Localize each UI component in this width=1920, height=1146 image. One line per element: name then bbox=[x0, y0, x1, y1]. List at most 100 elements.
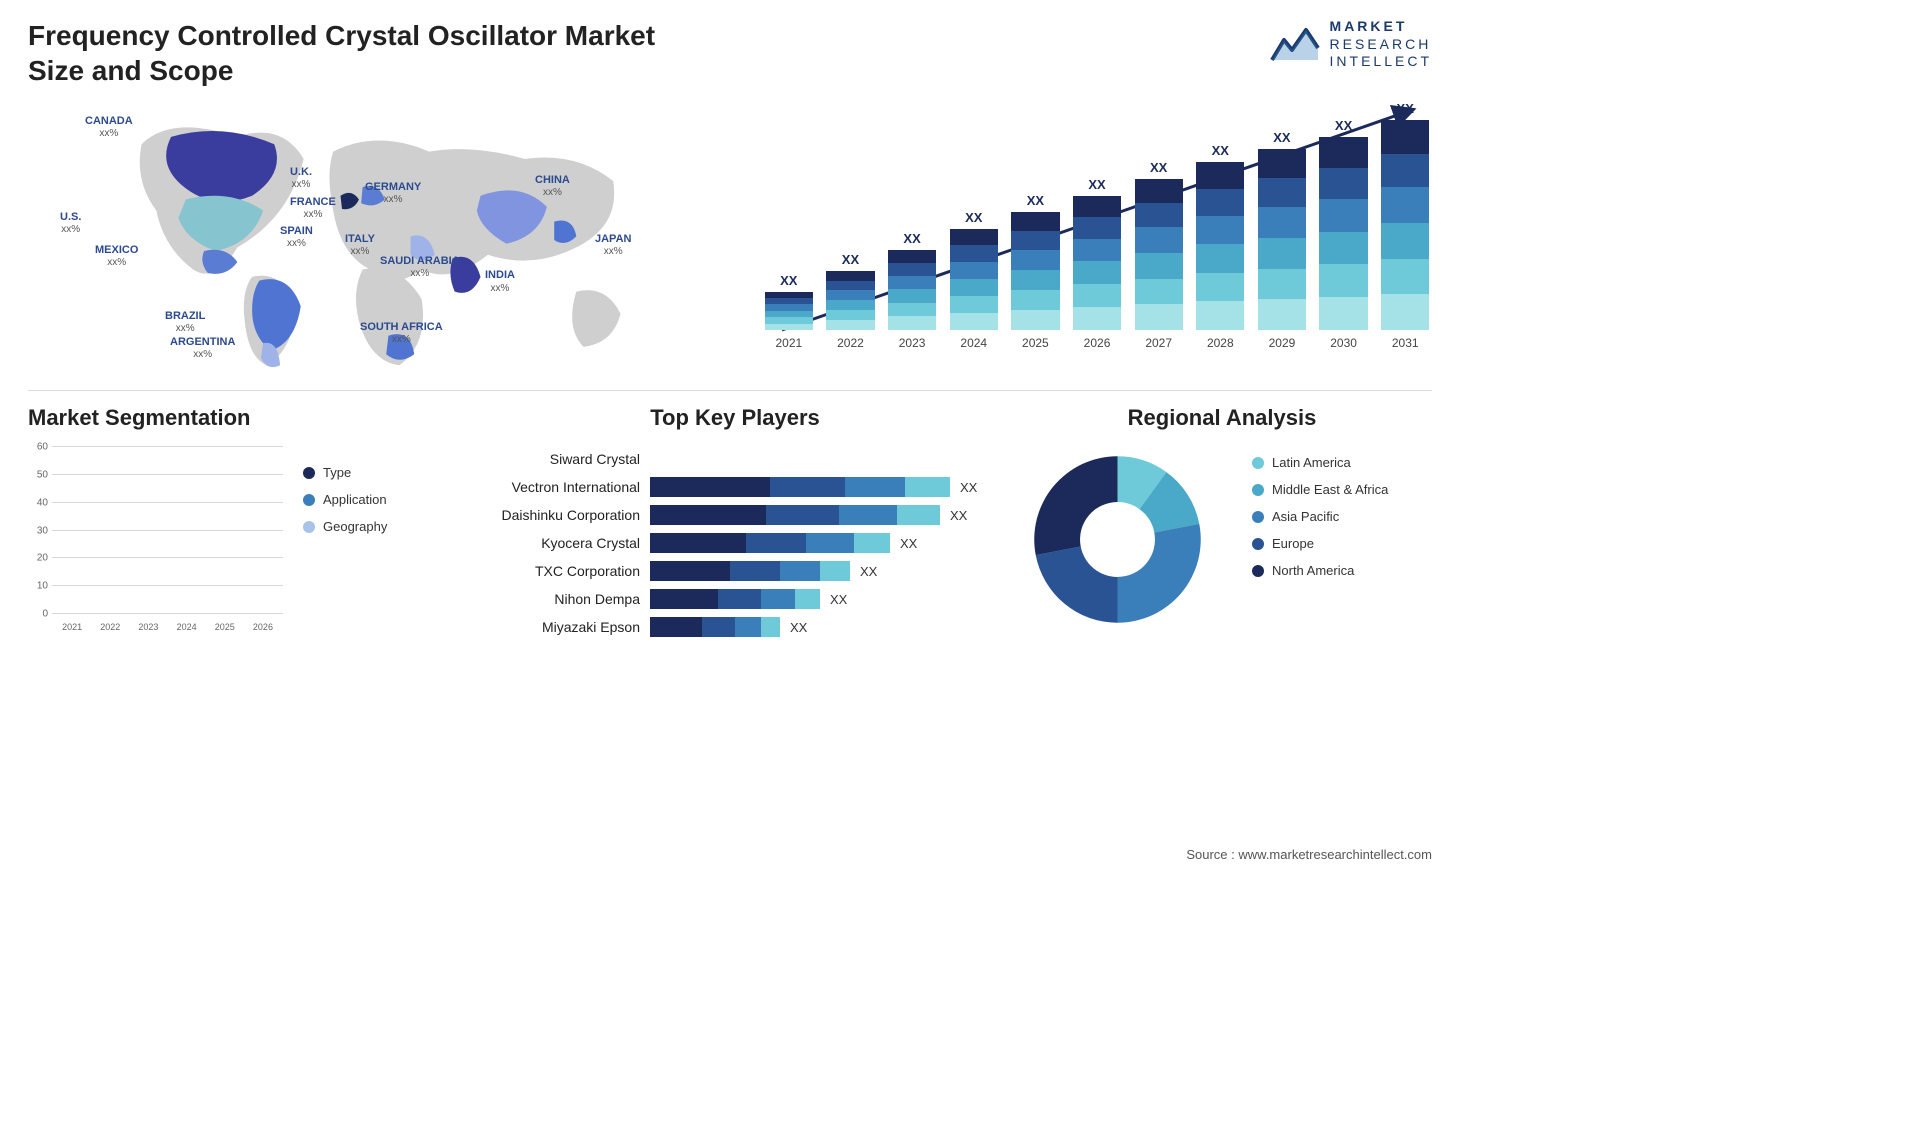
map-label: MEXICOxx% bbox=[95, 244, 138, 268]
key-players-section: Top Key Players Siward CrystalVectron In… bbox=[470, 405, 1000, 645]
main-bar-value: XX bbox=[1027, 193, 1044, 208]
legend-label: Latin America bbox=[1272, 455, 1351, 470]
segmentation-chart: 0102030405060 202120222023202420252026 bbox=[28, 447, 283, 632]
legend-dot-icon bbox=[1252, 484, 1264, 496]
main-bar-year: 2024 bbox=[960, 336, 987, 350]
donut-slice bbox=[1117, 524, 1200, 623]
main-bar-year: 2021 bbox=[775, 336, 802, 350]
logo-line2: RESEARCH bbox=[1330, 36, 1432, 52]
main-bar-col: XX2025 bbox=[1009, 193, 1063, 350]
legend-item: Europe bbox=[1252, 536, 1388, 551]
map-label: GERMANYxx% bbox=[365, 181, 421, 205]
legend-dot-icon bbox=[1252, 538, 1264, 550]
divider bbox=[28, 390, 1432, 391]
main-bar-col: XX2029 bbox=[1255, 130, 1309, 350]
main-bar-col: XX2027 bbox=[1132, 160, 1186, 350]
key-player-name: Vectron International bbox=[470, 479, 650, 495]
main-bar-chart: XX2021XX2022XX2023XX2024XX2025XX2026XX20… bbox=[762, 110, 1432, 370]
main-bar-year: 2028 bbox=[1207, 336, 1234, 350]
key-player-row: Nihon DempaXX bbox=[470, 585, 1000, 613]
segmentation-section: Market Segmentation 0102030405060 202120… bbox=[28, 405, 448, 635]
seg-y-tick: 40 bbox=[37, 497, 48, 508]
main-bar-year: 2031 bbox=[1392, 336, 1419, 350]
seg-y-tick: 60 bbox=[37, 442, 48, 453]
legend-dot-icon bbox=[303, 467, 315, 479]
key-player-value: XX bbox=[900, 536, 917, 551]
main-bar-col: XX2021 bbox=[762, 273, 816, 350]
main-bar-col: XX 2023 bbox=[885, 231, 939, 350]
seg-y-tick: 30 bbox=[37, 525, 48, 536]
regional-section: Regional Analysis Latin America Middle Ea… bbox=[1012, 405, 1432, 635]
map-label: ARGENTINAxx% bbox=[170, 336, 235, 360]
world-map: CANADAxx%U.S.xx%MEXICOxx%BRAZILxx%ARGENT… bbox=[10, 100, 730, 380]
legend-dot-icon bbox=[1252, 457, 1264, 469]
legend-item: Application bbox=[303, 492, 387, 507]
map-label: SPAINxx% bbox=[280, 225, 313, 249]
legend-item: North America bbox=[1252, 563, 1388, 578]
key-player-row: Vectron International XX bbox=[470, 473, 1000, 501]
seg-x-label: 2026 bbox=[247, 622, 279, 632]
main-bar-col: XX2022 bbox=[824, 252, 878, 350]
key-player-name: Daishinku Corporation bbox=[470, 507, 650, 523]
key-player-value: XX bbox=[790, 620, 807, 635]
seg-x-label: 2023 bbox=[132, 622, 164, 632]
legend-dot-icon bbox=[1252, 565, 1264, 577]
legend-item: Type bbox=[303, 465, 387, 480]
segmentation-title: Market Segmentation bbox=[28, 405, 448, 431]
key-player-bar bbox=[650, 477, 950, 497]
main-bar-value: XX bbox=[1335, 118, 1352, 133]
map-label: ITALYxx% bbox=[345, 233, 375, 257]
donut-slice bbox=[1035, 547, 1117, 623]
main-bar-year: 2022 bbox=[837, 336, 864, 350]
key-player-value: XX bbox=[830, 592, 847, 607]
legend-label: Geography bbox=[323, 519, 387, 534]
main-bar-year: 2030 bbox=[1330, 336, 1357, 350]
key-player-bar bbox=[650, 617, 780, 637]
seg-x-label: 2025 bbox=[209, 622, 241, 632]
donut-slice bbox=[1034, 456, 1117, 555]
map-label: SOUTH AFRICAxx% bbox=[360, 321, 443, 345]
logo-text: MARKET RESEARCH INTELLECT bbox=[1330, 18, 1432, 71]
regional-title: Regional Analysis bbox=[1012, 405, 1432, 431]
main-bar-value: XX bbox=[1212, 143, 1229, 158]
key-player-value: XX bbox=[960, 480, 977, 495]
main-bar-col: XX 2031 bbox=[1378, 101, 1432, 350]
main-bar-col: XX 2028 bbox=[1193, 143, 1247, 350]
main-bar-value: XX bbox=[903, 231, 920, 246]
main-bar-col: XX 2024 bbox=[947, 210, 1001, 350]
key-player-bar bbox=[650, 505, 940, 525]
key-player-row: TXC CorporationXX bbox=[470, 557, 1000, 585]
main-bar-year: 2026 bbox=[1084, 336, 1111, 350]
seg-y-tick: 0 bbox=[42, 609, 48, 620]
key-player-value: XX bbox=[950, 508, 967, 523]
seg-x-label: 2022 bbox=[94, 622, 126, 632]
logo: MARKET RESEARCH INTELLECT bbox=[1270, 18, 1432, 71]
map-label: BRAZILxx% bbox=[165, 310, 205, 334]
map-label: U.K.xx% bbox=[290, 166, 312, 190]
main-bar-value: XX bbox=[1397, 101, 1414, 116]
legend-item: Asia Pacific bbox=[1252, 509, 1388, 524]
main-bar-year: 2023 bbox=[899, 336, 926, 350]
main-bar-col: XX 2030 bbox=[1317, 118, 1371, 350]
logo-icon bbox=[1270, 24, 1320, 64]
source-text: Source : www.marketresearchintellect.com bbox=[1186, 847, 1432, 862]
main-bar-year: 2027 bbox=[1145, 336, 1172, 350]
key-player-bar bbox=[650, 561, 850, 581]
seg-x-label: 2021 bbox=[56, 622, 88, 632]
legend-label: Asia Pacific bbox=[1272, 509, 1339, 524]
legend-label: Type bbox=[323, 465, 351, 480]
key-player-bar bbox=[650, 589, 820, 609]
legend-label: Middle East & Africa bbox=[1272, 482, 1388, 497]
seg-x-label: 2024 bbox=[171, 622, 203, 632]
seg-y-tick: 50 bbox=[37, 469, 48, 480]
key-player-row: Daishinku Corporation XX bbox=[470, 501, 1000, 529]
key-player-name: Siward Crystal bbox=[470, 451, 650, 467]
main-bar-col: XX2026 bbox=[1070, 177, 1124, 350]
legend-label: North America bbox=[1272, 563, 1354, 578]
main-bar-value: XX bbox=[965, 210, 982, 225]
logo-line3: INTELLECT bbox=[1330, 53, 1432, 69]
map-label: CANADAxx% bbox=[85, 115, 133, 139]
regional-legend: Latin America Middle East & Africa Asia Pa… bbox=[1252, 455, 1388, 590]
key-player-row: Siward Crystal bbox=[470, 445, 1000, 473]
main-bar-year: 2029 bbox=[1269, 336, 1296, 350]
